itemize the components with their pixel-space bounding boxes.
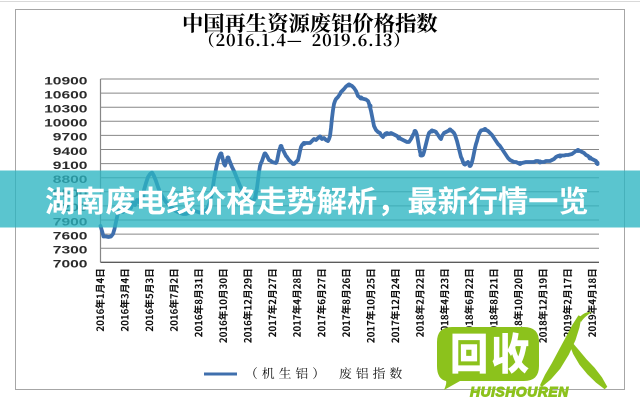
svg-text:7300: 7300 <box>53 244 88 256</box>
svg-text:7600: 7600 <box>53 230 88 242</box>
svg-text:10300: 10300 <box>44 103 87 115</box>
svg-text:10900: 10900 <box>44 75 87 87</box>
svg-text:9700: 9700 <box>53 131 88 143</box>
svg-text:HUISHOUREN: HUISHOUREN <box>470 385 569 400</box>
svg-text:10000: 10000 <box>44 117 87 129</box>
svg-text:9400: 9400 <box>53 145 88 157</box>
svg-text:10600: 10600 <box>44 89 87 101</box>
svg-text:9100: 9100 <box>53 159 88 171</box>
svg-text:7000: 7000 <box>53 258 88 270</box>
